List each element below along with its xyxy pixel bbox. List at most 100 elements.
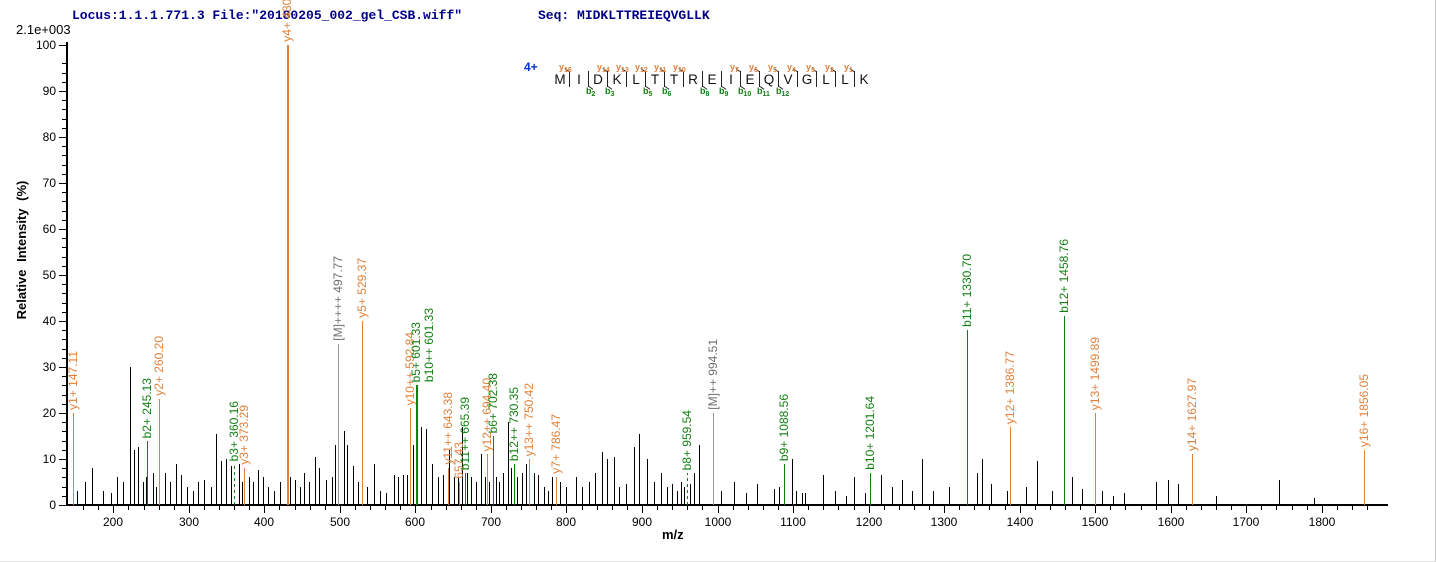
spectrum-peak bbox=[138, 447, 139, 505]
x-axis-minor-tick bbox=[1005, 506, 1006, 510]
spectrum-peak bbox=[1216, 496, 1217, 505]
x-axis-minor-tick bbox=[204, 506, 205, 510]
x-axis-minor-tick bbox=[733, 506, 734, 510]
spectrum-peak bbox=[538, 475, 539, 505]
spectrum-peak bbox=[258, 470, 259, 505]
y-axis-minor-tick bbox=[62, 165, 66, 166]
x-axis-minor-tick bbox=[748, 506, 749, 510]
spectrum-peak bbox=[576, 477, 577, 505]
y-axis-minor-tick bbox=[62, 385, 66, 386]
spectrum-peak bbox=[982, 459, 983, 505]
x-tick-label: 1700 bbox=[1232, 515, 1260, 529]
y-axis-minor-tick bbox=[62, 174, 66, 175]
spectrum-peak bbox=[231, 466, 232, 505]
spectrum-peak bbox=[290, 477, 291, 505]
x-axis-major-tick bbox=[491, 506, 492, 513]
x-axis-minor-tick bbox=[234, 506, 235, 510]
spectrum-peak bbox=[319, 468, 320, 505]
x-axis-minor-tick bbox=[1065, 506, 1066, 510]
spectrum-peak bbox=[386, 493, 387, 505]
spectrum-peak bbox=[1178, 484, 1179, 505]
peak-annotation: y14+ 1627.97 bbox=[1185, 377, 1199, 451]
y-axis-minor-tick bbox=[62, 109, 66, 110]
residue-I: I bbox=[577, 71, 581, 87]
x-tick-label: 1800 bbox=[1308, 515, 1336, 529]
spectrum-peak bbox=[367, 487, 368, 505]
labeled-peak-b11 bbox=[465, 473, 466, 505]
labeled-peak-y10 bbox=[410, 408, 411, 505]
spectrum-peak bbox=[626, 484, 627, 505]
spectrum-peak bbox=[426, 429, 427, 505]
spectrum-peak bbox=[534, 473, 535, 505]
x-axis-minor-tick bbox=[174, 506, 175, 510]
boundary-stem-line bbox=[607, 71, 608, 87]
peak-annotation: y1+ 147.11 bbox=[66, 351, 80, 410]
spectrum-peak bbox=[85, 482, 86, 505]
x-axis-minor-tick bbox=[431, 506, 432, 510]
b11-ion-label: b11 bbox=[757, 86, 770, 98]
residue-K: K bbox=[859, 71, 869, 87]
fragment-boundary-1: y16 bbox=[559, 62, 573, 87]
x-axis-minor-tick bbox=[400, 506, 401, 510]
x-axis-minor-tick bbox=[521, 506, 522, 510]
x-axis-minor-tick bbox=[929, 506, 930, 510]
x-axis-minor-tick bbox=[597, 506, 598, 510]
x-tick-label: 800 bbox=[555, 515, 577, 529]
x-axis-minor-tick bbox=[385, 506, 386, 510]
y-tick-label: 40 bbox=[42, 314, 56, 328]
peak-annotation: y2+ 260.20 bbox=[152, 336, 166, 396]
boundary-stem-line bbox=[721, 71, 722, 87]
boundary-stem-line bbox=[797, 71, 798, 87]
y-axis-minor-tick bbox=[62, 63, 66, 64]
spectrum-peak bbox=[462, 427, 463, 505]
fragment-boundary-9: b9 bbox=[718, 71, 728, 98]
y-tick-label: 70 bbox=[42, 176, 56, 190]
y-axis-minor-tick bbox=[62, 192, 66, 193]
labeled-peak-y11 bbox=[448, 468, 449, 505]
spectrum-peak bbox=[602, 452, 603, 505]
spectrum-peak bbox=[134, 450, 135, 505]
spectrum-peak bbox=[242, 482, 243, 505]
x-axis-major-tick bbox=[1095, 506, 1096, 513]
y-axis-minor-tick bbox=[62, 220, 66, 221]
peak-annotation: [M]++++ 497.77 bbox=[331, 256, 345, 341]
intensity-scale-label: 2.1e+003 bbox=[16, 22, 71, 37]
y-axis-minor-tick bbox=[62, 293, 66, 294]
x-tick-label: 1500 bbox=[1081, 515, 1109, 529]
y-axis-line bbox=[66, 42, 68, 506]
labeled-peak-b12 bbox=[514, 464, 515, 505]
y-axis-minor-tick bbox=[62, 468, 66, 469]
residue-L: L bbox=[822, 71, 830, 87]
spectrum-peak bbox=[170, 482, 171, 505]
spectrum-peak bbox=[374, 464, 375, 505]
residue-V: V bbox=[783, 71, 793, 87]
y-axis-minor-tick bbox=[62, 450, 66, 451]
x-axis-minor-tick bbox=[914, 506, 915, 510]
x-axis-minor-tick bbox=[687, 506, 688, 510]
spectrum-peak bbox=[508, 422, 509, 505]
b6-ion-label: b6 bbox=[662, 86, 672, 98]
spectrum-peak bbox=[566, 487, 567, 505]
labeled-peak-y16 bbox=[1364, 450, 1365, 505]
x-axis-minor-tick bbox=[838, 506, 839, 510]
x-axis-major-tick bbox=[264, 506, 265, 513]
spectrum-peak bbox=[211, 487, 212, 505]
x-axis-minor-tick bbox=[974, 506, 975, 510]
spectrum-peak bbox=[912, 491, 913, 505]
sequence-info: Seq: MIDKLTTREIEQVGLLK bbox=[538, 8, 710, 23]
b12-ion-label: b12 bbox=[776, 86, 790, 98]
x-axis-minor-tick bbox=[1367, 506, 1368, 510]
spectrum-peak bbox=[187, 487, 188, 505]
peak-annotation: b9+ 1088.56 bbox=[777, 393, 791, 461]
spectrum-peak bbox=[802, 493, 803, 505]
spectrum-peak bbox=[619, 487, 620, 505]
spectrum-peak bbox=[589, 482, 590, 505]
spectrum-peak bbox=[779, 487, 780, 505]
y-axis-minor-tick bbox=[62, 441, 66, 442]
spectrum-peak bbox=[639, 434, 640, 505]
spectrum-peak bbox=[103, 491, 104, 505]
x-tick-label: 1200 bbox=[855, 515, 883, 529]
spectrum-peak bbox=[991, 484, 992, 505]
x-axis-minor-tick bbox=[128, 506, 129, 510]
